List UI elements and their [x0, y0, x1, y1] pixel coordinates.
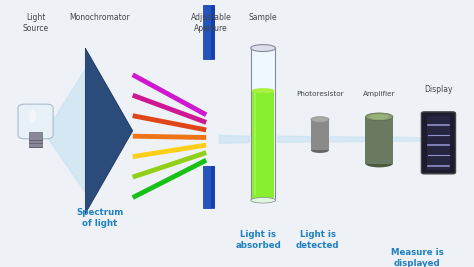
- Bar: [254, 93, 256, 195]
- FancyBboxPatch shape: [421, 112, 456, 174]
- Bar: [203, 166, 214, 208]
- Bar: [252, 91, 274, 199]
- Text: Photoresistor: Photoresistor: [296, 91, 344, 97]
- Text: Light is
detected: Light is detected: [296, 230, 339, 250]
- Text: Spectrum
of light: Spectrum of light: [76, 208, 123, 228]
- Text: Sample: Sample: [249, 13, 277, 22]
- Ellipse shape: [251, 45, 275, 52]
- Bar: [29, 132, 42, 147]
- Bar: [365, 117, 393, 163]
- FancyBboxPatch shape: [18, 104, 53, 139]
- Text: Adjustable
Aperture: Adjustable Aperture: [191, 13, 231, 33]
- Text: Measure is
displayed: Measure is displayed: [391, 248, 444, 267]
- Ellipse shape: [311, 117, 329, 122]
- Text: Display: Display: [424, 85, 453, 95]
- Text: Amplifier: Amplifier: [363, 91, 395, 97]
- Ellipse shape: [30, 111, 36, 121]
- Polygon shape: [47, 69, 85, 192]
- Text: Monochromator: Monochromator: [69, 13, 130, 22]
- Bar: [311, 120, 329, 150]
- Bar: [211, 5, 215, 59]
- Ellipse shape: [370, 114, 389, 120]
- Ellipse shape: [311, 147, 329, 153]
- Polygon shape: [85, 48, 133, 214]
- Bar: [427, 116, 450, 170]
- Bar: [211, 166, 215, 208]
- Ellipse shape: [252, 88, 274, 93]
- Ellipse shape: [365, 113, 393, 121]
- Text: Light is
absorbed: Light is absorbed: [236, 230, 281, 250]
- Bar: [203, 5, 214, 59]
- Ellipse shape: [251, 198, 275, 203]
- Ellipse shape: [365, 160, 393, 167]
- Text: Light
Source: Light Source: [22, 13, 49, 33]
- Bar: [251, 48, 275, 200]
